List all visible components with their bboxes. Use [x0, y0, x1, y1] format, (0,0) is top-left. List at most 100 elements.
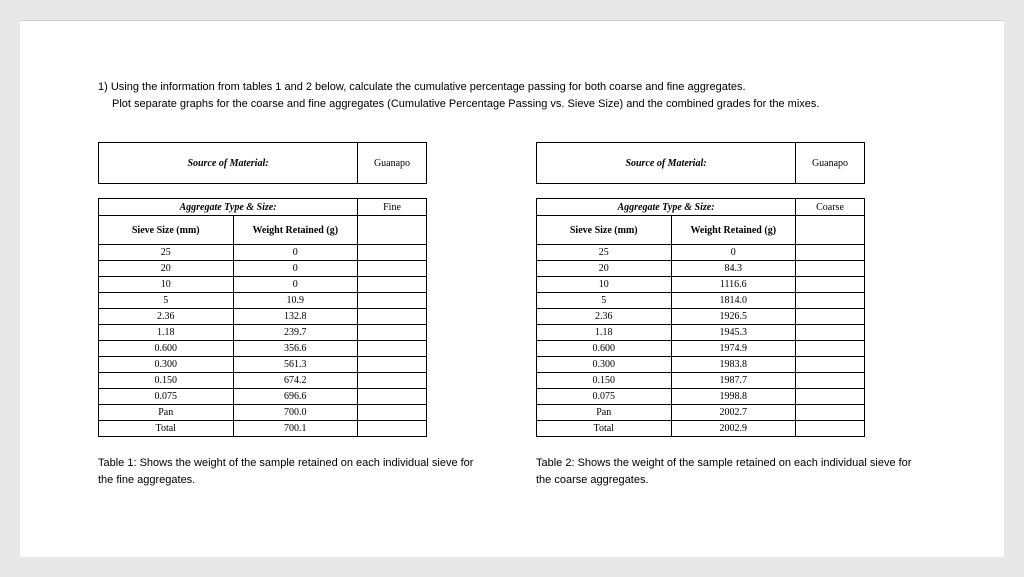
- table1-empty: [358, 325, 427, 341]
- table1-sieve: Pan: [99, 405, 234, 421]
- table2-source-value: Guanapo: [796, 143, 865, 184]
- document-sheet: 1) Using the information from tables 1 a…: [20, 20, 1004, 557]
- table1-sieve: 0.150: [99, 373, 234, 389]
- table1-sieve: Total: [99, 421, 234, 437]
- table2-weight: 1116.6: [671, 277, 795, 293]
- table2-sieve: 0.150: [537, 373, 672, 389]
- question-line2: Plot separate graphs for the coarse and …: [98, 96, 926, 113]
- table2-body: 25 0 20 84.3 10 1116.6 5: [537, 245, 865, 437]
- table2-empty: [796, 373, 865, 389]
- table2-weight: 1814.0: [671, 293, 795, 309]
- table2-weight: 84.3: [671, 261, 795, 277]
- table1-sieve: 20: [99, 261, 234, 277]
- table2-weight: 0: [671, 245, 795, 261]
- table2-weight: 1945.3: [671, 325, 795, 341]
- table1-body: 25 0 20 0 10 0 5 1: [99, 245, 427, 437]
- table2-weight: 1983.8: [671, 357, 795, 373]
- table1-sieve: 0.075: [99, 389, 234, 405]
- table2-empty: [796, 405, 865, 421]
- table1-sieve: 0.600: [99, 341, 234, 357]
- table1-col1: Sieve Size (mm): [99, 216, 234, 245]
- table2-empty: [796, 277, 865, 293]
- table1-agg-value: Fine: [358, 199, 427, 216]
- table2-empty: [796, 421, 865, 437]
- table1-weight: 561.3: [233, 357, 357, 373]
- table2-weight: 1974.9: [671, 341, 795, 357]
- table1-weight: 239.7: [233, 325, 357, 341]
- table1-weight: 696.6: [233, 389, 357, 405]
- question-line1: 1) Using the information from tables 1 a…: [98, 81, 746, 93]
- table1-sieve: 2.36: [99, 309, 234, 325]
- table2-sieve: 2.36: [537, 309, 672, 325]
- table1-sieve: 1.18: [99, 325, 234, 341]
- table1-block: Source of Material: Guanapo Aggregate Ty…: [98, 142, 478, 488]
- table1-weight: 674.2: [233, 373, 357, 389]
- table1-weight: 0: [233, 277, 357, 293]
- table2-col1: Sieve Size (mm): [537, 216, 672, 245]
- table1-empty: [358, 405, 427, 421]
- content-area: 1) Using the information from tables 1 a…: [20, 21, 1004, 488]
- table1-empty: [358, 309, 427, 325]
- table1-caption: Table 1: Shows the weight of the sample …: [98, 455, 478, 488]
- question-text: 1) Using the information from tables 1 a…: [98, 79, 926, 112]
- table2-weight: 1998.8: [671, 389, 795, 405]
- table2-weight: 2002.7: [671, 405, 795, 421]
- table2-empty: [796, 261, 865, 277]
- table2-col3: [796, 216, 865, 245]
- tables-row: Source of Material: Guanapo Aggregate Ty…: [98, 142, 926, 488]
- table1-weight: 700.0: [233, 405, 357, 421]
- table1-empty: [358, 277, 427, 293]
- table2-empty: [796, 245, 865, 261]
- table2-empty: [796, 325, 865, 341]
- table1-weight: 356.6: [233, 341, 357, 357]
- table1-agg-label: Aggregate Type & Size:: [99, 199, 358, 216]
- table2-sieve: Total: [537, 421, 672, 437]
- gap: [99, 184, 427, 199]
- table1-sieve: 0.300: [99, 357, 234, 373]
- table1-sieve: 25: [99, 245, 234, 261]
- gap: [537, 184, 865, 199]
- table2-sieve: Pan: [537, 405, 672, 421]
- table2-sieve: 10: [537, 277, 672, 293]
- table1-col2: Weight Retained (g): [233, 216, 357, 245]
- table2-empty: [796, 357, 865, 373]
- table2-empty: [796, 389, 865, 405]
- table1: Source of Material: Guanapo Aggregate Ty…: [98, 142, 427, 437]
- table2-sieve: 25: [537, 245, 672, 261]
- table2-agg-label: Aggregate Type & Size:: [537, 199, 796, 216]
- table2-sieve: 0.600: [537, 341, 672, 357]
- table1-weight: 700.1: [233, 421, 357, 437]
- table1-source-value: Guanapo: [358, 143, 427, 184]
- table2-empty: [796, 309, 865, 325]
- table2-block: Source of Material: Guanapo Aggregate Ty…: [536, 142, 916, 488]
- table2-empty: [796, 293, 865, 309]
- table2-weight: 1926.5: [671, 309, 795, 325]
- table1-empty: [358, 261, 427, 277]
- table2-agg-value: Coarse: [796, 199, 865, 216]
- table2-sieve: 1.18: [537, 325, 672, 341]
- table1-empty: [358, 293, 427, 309]
- table1-sieve: 5: [99, 293, 234, 309]
- table1-sieve: 10: [99, 277, 234, 293]
- table2-sieve: 0.075: [537, 389, 672, 405]
- table2-source-label: Source of Material:: [537, 143, 796, 184]
- table2-caption: Table 2: Shows the weight of the sample …: [536, 455, 916, 488]
- table1-weight: 0: [233, 261, 357, 277]
- table2-sieve: 0.300: [537, 357, 672, 373]
- table2-weight: 2002.9: [671, 421, 795, 437]
- table1-empty: [358, 421, 427, 437]
- table1-empty: [358, 341, 427, 357]
- table2-sieve: 5: [537, 293, 672, 309]
- table1-col3: [358, 216, 427, 245]
- table2-empty: [796, 341, 865, 357]
- table1-empty: [358, 245, 427, 261]
- table2: Source of Material: Guanapo Aggregate Ty…: [536, 142, 865, 437]
- table1-weight: 0: [233, 245, 357, 261]
- table1-empty: [358, 357, 427, 373]
- table1-source-label: Source of Material:: [99, 143, 358, 184]
- table1-weight: 132.8: [233, 309, 357, 325]
- table2-sieve: 20: [537, 261, 672, 277]
- table2-col2: Weight Retained (g): [671, 216, 795, 245]
- table1-weight: 10.9: [233, 293, 357, 309]
- table1-empty: [358, 373, 427, 389]
